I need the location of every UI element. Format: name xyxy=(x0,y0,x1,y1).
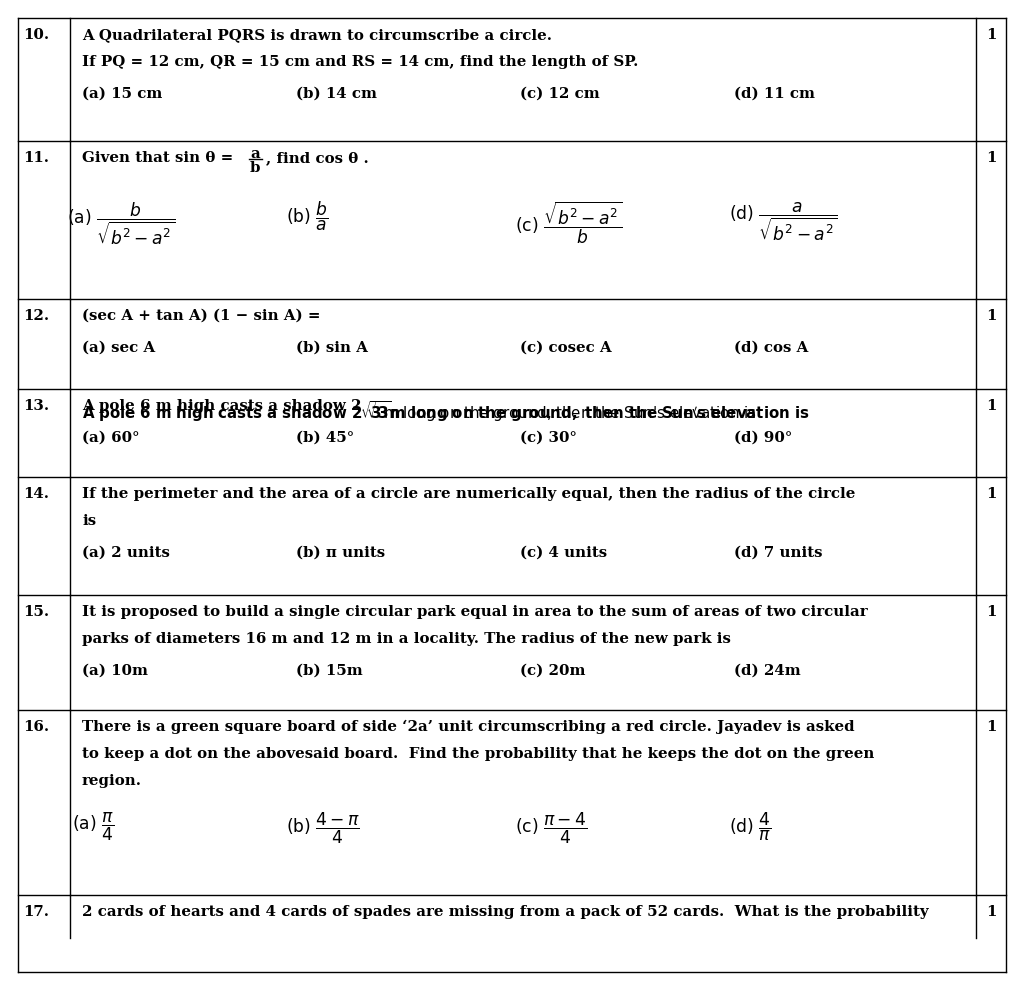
Text: 1: 1 xyxy=(986,151,996,165)
Text: 2 cards of hearts and 4 cards of spades are missing from a pack of 52 cards.  Wh: 2 cards of hearts and 4 cards of spades … xyxy=(82,905,929,919)
Text: A Quadrilateral PQRS is drawn to circumscribe a circle.: A Quadrilateral PQRS is drawn to circums… xyxy=(82,28,552,42)
Text: Given that sin θ =: Given that sin θ = xyxy=(82,151,239,165)
Text: If PQ = 12 cm, QR = 15 cm and RS = 14 cm, find the length of SP.: If PQ = 12 cm, QR = 15 cm and RS = 14 cm… xyxy=(82,55,638,69)
Text: (c) 30°: (c) 30° xyxy=(520,431,577,445)
Text: (a) $\dfrac{b}{\sqrt{b^2-a^2}}$: (a) $\dfrac{b}{\sqrt{b^2-a^2}}$ xyxy=(67,200,175,247)
Text: A pole 6 m high casts a shadow 2: A pole 6 m high casts a shadow 2 xyxy=(82,399,367,413)
Text: 1: 1 xyxy=(986,28,996,42)
Text: , find cos θ .: , find cos θ . xyxy=(266,151,369,165)
Text: (a) $\dfrac{\pi}{4}$: (a) $\dfrac{\pi}{4}$ xyxy=(72,811,115,843)
Text: (b) $\dfrac{4-\pi}{4}$: (b) $\dfrac{4-\pi}{4}$ xyxy=(286,811,360,846)
Text: 1: 1 xyxy=(986,309,996,323)
Text: (b) 15m: (b) 15m xyxy=(296,664,362,678)
Text: (c) 20m: (c) 20m xyxy=(520,664,586,678)
Text: (d) 11 cm: (d) 11 cm xyxy=(734,87,815,101)
Text: a: a xyxy=(250,147,260,161)
Text: If the perimeter and the area of a circle are numerically equal, then the radius: If the perimeter and the area of a circl… xyxy=(82,487,855,501)
Text: 1: 1 xyxy=(986,720,996,734)
Text: (b) π units: (b) π units xyxy=(296,546,385,560)
Text: $\mathbf{A\ pole\ 6\ m\ high\ casts\ a\ shadow\ 2\ \sqrt{3}m\ long\ on\ the\ gro: $\mathbf{A\ pole\ 6\ m\ high\ casts\ a\ … xyxy=(82,399,810,424)
Text: 14.: 14. xyxy=(23,487,49,501)
Text: 16.: 16. xyxy=(23,720,49,734)
Text: (a) 60°: (a) 60° xyxy=(82,431,139,445)
Text: (sec A + tan A) (1 − sin A) =: (sec A + tan A) (1 − sin A) = xyxy=(82,309,321,323)
Text: region.: region. xyxy=(82,774,142,788)
Text: 15.: 15. xyxy=(23,605,49,619)
Text: (d) $\dfrac{a}{\sqrt{b^2-a^2}}$: (d) $\dfrac{a}{\sqrt{b^2-a^2}}$ xyxy=(729,200,838,243)
Text: (a) 15 cm: (a) 15 cm xyxy=(82,87,163,101)
Text: (c) 12 cm: (c) 12 cm xyxy=(520,87,600,101)
Text: 12.: 12. xyxy=(23,309,49,323)
Text: b: b xyxy=(250,161,260,175)
Text: It is proposed to build a single circular park equal in area to the sum of areas: It is proposed to build a single circula… xyxy=(82,605,867,619)
Text: (b) 45°: (b) 45° xyxy=(296,431,354,445)
Text: to keep a dot on the abovesaid board.  Find the probability that he keeps the do: to keep a dot on the abovesaid board. Fi… xyxy=(82,747,874,761)
Text: (c) 4 units: (c) 4 units xyxy=(520,546,607,560)
Text: (d) 24m: (d) 24m xyxy=(734,664,801,678)
Text: 1: 1 xyxy=(986,487,996,501)
Text: 1: 1 xyxy=(986,905,996,919)
Text: (d) 7 units: (d) 7 units xyxy=(734,546,822,560)
Text: (b) 14 cm: (b) 14 cm xyxy=(296,87,377,101)
Text: $\mathbf{\sqrt{3}}$m long on the ground, then the Sun's elevation is: $\mathbf{\sqrt{3}}$m long on the ground,… xyxy=(360,399,757,424)
Text: (a) 2 units: (a) 2 units xyxy=(82,546,170,560)
Text: (c) cosec A: (c) cosec A xyxy=(520,341,611,355)
Text: (d) 90°: (d) 90° xyxy=(734,431,793,445)
Text: is: is xyxy=(82,514,96,528)
Text: 17.: 17. xyxy=(23,905,49,919)
Text: 1: 1 xyxy=(986,399,996,413)
Text: 13.: 13. xyxy=(23,399,49,413)
Text: There is a green square board of side ‘2a’ unit circumscribing a red circle. Jay: There is a green square board of side ‘2… xyxy=(82,720,855,735)
Text: 11.: 11. xyxy=(23,151,49,165)
Text: 1: 1 xyxy=(986,605,996,619)
Text: (d) cos A: (d) cos A xyxy=(734,341,808,355)
Text: (b) $\dfrac{b}{a}$: (b) $\dfrac{b}{a}$ xyxy=(286,200,329,234)
Text: (b) sin A: (b) sin A xyxy=(296,341,368,355)
Text: (d) $\dfrac{4}{\pi}$: (d) $\dfrac{4}{\pi}$ xyxy=(729,811,771,843)
Text: (a) sec A: (a) sec A xyxy=(82,341,155,355)
Text: (c) $\dfrac{\pi-4}{4}$: (c) $\dfrac{\pi-4}{4}$ xyxy=(515,811,588,846)
Text: 10.: 10. xyxy=(23,28,49,42)
Text: (a) 10m: (a) 10m xyxy=(82,664,148,678)
Text: parks of diameters 16 m and 12 m in a locality. The radius of the new park is: parks of diameters 16 m and 12 m in a lo… xyxy=(82,632,731,646)
Text: (c) $\dfrac{\sqrt{b^2-a^2}}{b}$: (c) $\dfrac{\sqrt{b^2-a^2}}{b}$ xyxy=(515,200,623,247)
